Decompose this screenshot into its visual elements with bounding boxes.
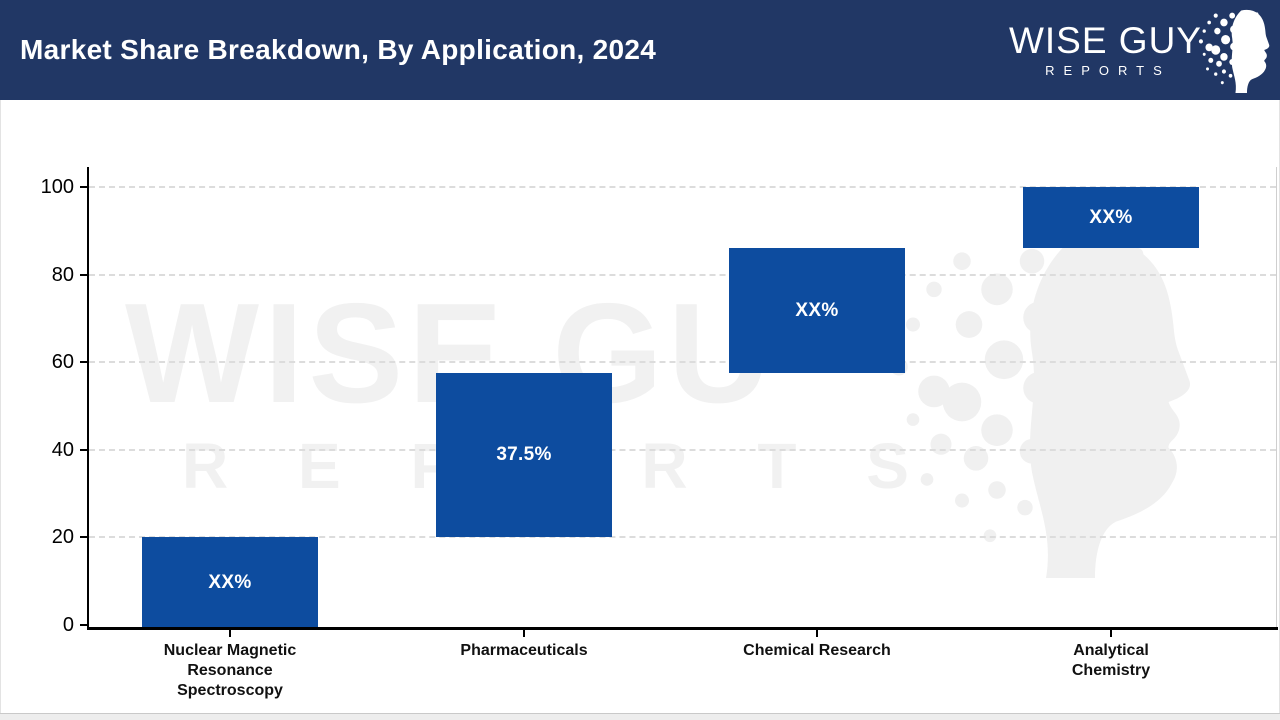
header-bar: Market Share Breakdown, By Application, …	[0, 0, 1280, 100]
bar-value-label: XX%	[1089, 206, 1133, 228]
gridline	[89, 536, 1276, 539]
x-tick	[1110, 630, 1112, 637]
y-tick	[80, 273, 87, 276]
bar-value-label: 37.5%	[496, 444, 552, 466]
y-tick	[80, 186, 87, 188]
bar-value-label: XX%	[208, 571, 252, 593]
bar: XX%	[1023, 187, 1199, 249]
brand-logo-text: WISE GUY REPORTS	[1009, 22, 1202, 78]
y-tick-label: 100	[40, 176, 74, 198]
bar: XX%	[729, 248, 905, 374]
gridline	[89, 273, 1276, 276]
y-tick-label: 80	[51, 263, 74, 286]
x-tick	[816, 630, 818, 637]
brand-logo: WISE GUY REPORTS	[1009, 7, 1270, 93]
watermark-face-icon	[890, 237, 1191, 578]
gridline	[89, 361, 1276, 364]
y-tick-label: 60	[51, 351, 74, 374]
y-tick-label: 0	[62, 614, 74, 636]
footer-strip	[0, 713, 1280, 720]
x-tick-label: Pharmaceuticals	[460, 642, 588, 659]
y-tick	[80, 624, 87, 626]
bar: XX%	[142, 537, 318, 628]
right-spine	[1276, 167, 1277, 628]
x-tick-label: Chemical Research	[743, 642, 891, 659]
y-tick	[80, 536, 87, 539]
gridline	[89, 448, 1276, 451]
y-axis-spine	[87, 167, 89, 630]
x-tick	[229, 630, 231, 637]
y-tick	[80, 361, 87, 364]
left-edge-line	[0, 100, 1, 713]
bar: 37.5%	[436, 373, 612, 538]
bar-value-label: XX%	[795, 299, 839, 321]
brand-name: WISE GUY	[1008, 20, 1202, 61]
brand-face-icon	[1198, 9, 1270, 93]
x-tick	[523, 630, 525, 637]
gridline	[89, 186, 1276, 188]
y-tick-label: 20	[51, 526, 74, 549]
x-axis-spine	[87, 627, 1278, 630]
brand-subname: REPORTS	[1045, 63, 1171, 78]
page-title: Market Share Breakdown, By Application, …	[20, 34, 657, 65]
x-tick-label: Nuclear Magnetic Resonance Spectroscopy	[163, 642, 297, 699]
y-tick	[80, 448, 87, 451]
y-tick-label: 40	[51, 438, 74, 461]
x-tick-label: Analytical Chemistry	[1071, 642, 1151, 679]
